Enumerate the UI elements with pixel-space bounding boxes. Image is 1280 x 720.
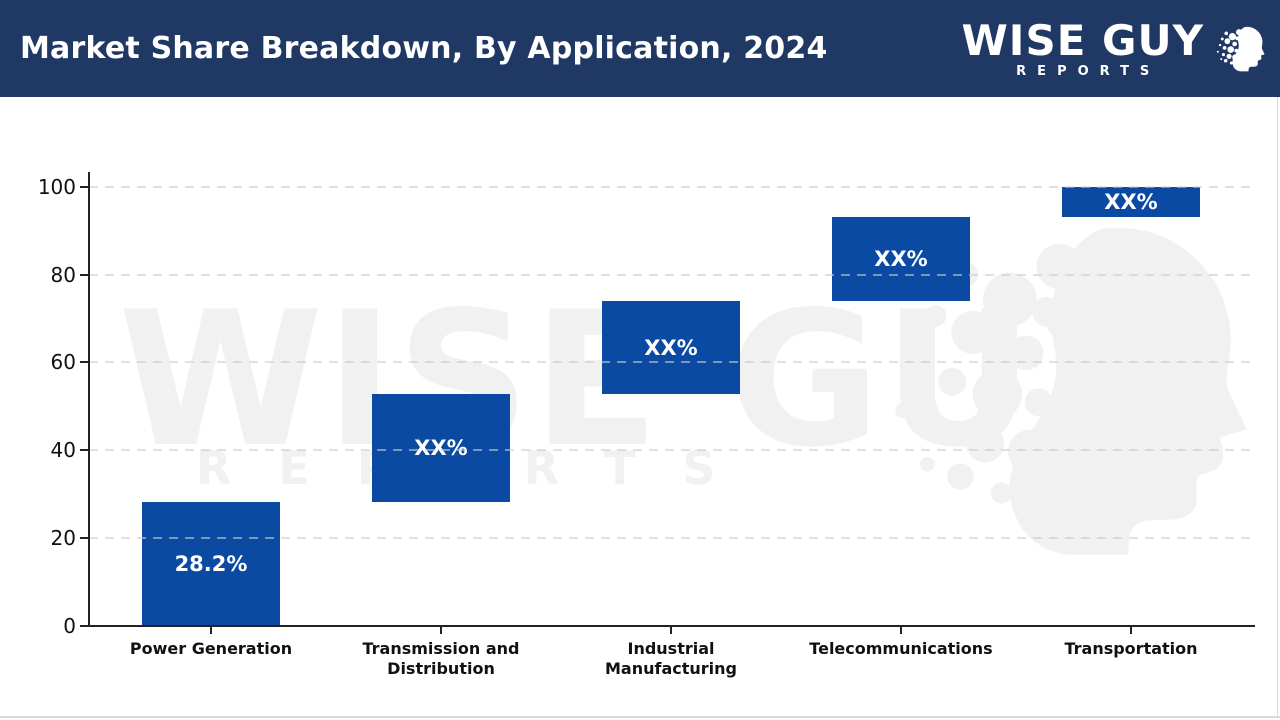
bar-value-label-0: 28.2% bbox=[174, 552, 248, 577]
y-tick-label-100: 100 bbox=[37, 174, 76, 199]
brand-name: WISE GUY bbox=[961, 15, 1204, 65]
category-label-4: Transportation bbox=[1064, 639, 1198, 658]
gridline-40 bbox=[89, 449, 1254, 452]
x-tick-1 bbox=[440, 626, 442, 634]
category-label-3: Telecommunications bbox=[809, 639, 993, 658]
y-axis-line bbox=[88, 172, 90, 627]
right-edge-line bbox=[1277, 97, 1278, 717]
brand-logo: WISE GUY REPORTS bbox=[961, 9, 1280, 89]
category-label-1: Transmission and Distribution bbox=[362, 639, 520, 678]
gridline-80 bbox=[89, 273, 1254, 276]
bar-value-label-4: XX% bbox=[1104, 189, 1158, 214]
bar-3: XX% bbox=[832, 217, 970, 302]
y-tick-0 bbox=[80, 625, 88, 627]
y-tick-80 bbox=[80, 273, 88, 276]
x-axis-line bbox=[88, 625, 1255, 627]
bottom-edge-line bbox=[0, 716, 1280, 718]
x-tick-3 bbox=[900, 626, 902, 634]
bar-value-label-2: XX% bbox=[644, 335, 698, 360]
y-tick-40 bbox=[80, 449, 88, 452]
gridline-100 bbox=[89, 185, 1254, 188]
y-tick-label-80: 80 bbox=[50, 262, 76, 287]
page-title: Market Share Breakdown, By Application, … bbox=[20, 31, 828, 66]
y-tick-20 bbox=[80, 537, 88, 540]
header-bar: Market Share Breakdown, By Application, … bbox=[0, 0, 1280, 97]
bar-0: 28.2% bbox=[142, 502, 280, 626]
bar-value-label-1: XX% bbox=[414, 436, 468, 461]
y-tick-label-60: 60 bbox=[50, 350, 76, 375]
brand-subname: REPORTS bbox=[1016, 63, 1161, 79]
y-tick-60 bbox=[80, 361, 88, 364]
x-tick-0 bbox=[210, 626, 212, 634]
y-tick-label-20: 20 bbox=[50, 526, 76, 551]
x-tick-4 bbox=[1130, 626, 1132, 634]
category-label-2: Industrial Manufacturing bbox=[605, 639, 737, 678]
bar-2: XX% bbox=[602, 301, 740, 394]
y-tick-label-40: 40 bbox=[50, 438, 76, 463]
category-label-0: Power Generation bbox=[129, 639, 293, 658]
bar-1: XX% bbox=[372, 394, 510, 503]
gridline-60 bbox=[89, 361, 1254, 364]
y-tick-label-0: 0 bbox=[63, 614, 76, 638]
brand-logo-text: WISE GUY REPORTS bbox=[961, 15, 1204, 79]
x-tick-2 bbox=[670, 626, 672, 634]
bar-4: XX% bbox=[1062, 186, 1200, 218]
y-tick-100 bbox=[80, 185, 88, 188]
brand-face-icon bbox=[1210, 9, 1266, 89]
bar-value-label-3: XX% bbox=[874, 247, 928, 272]
gridline-20 bbox=[89, 537, 1254, 540]
